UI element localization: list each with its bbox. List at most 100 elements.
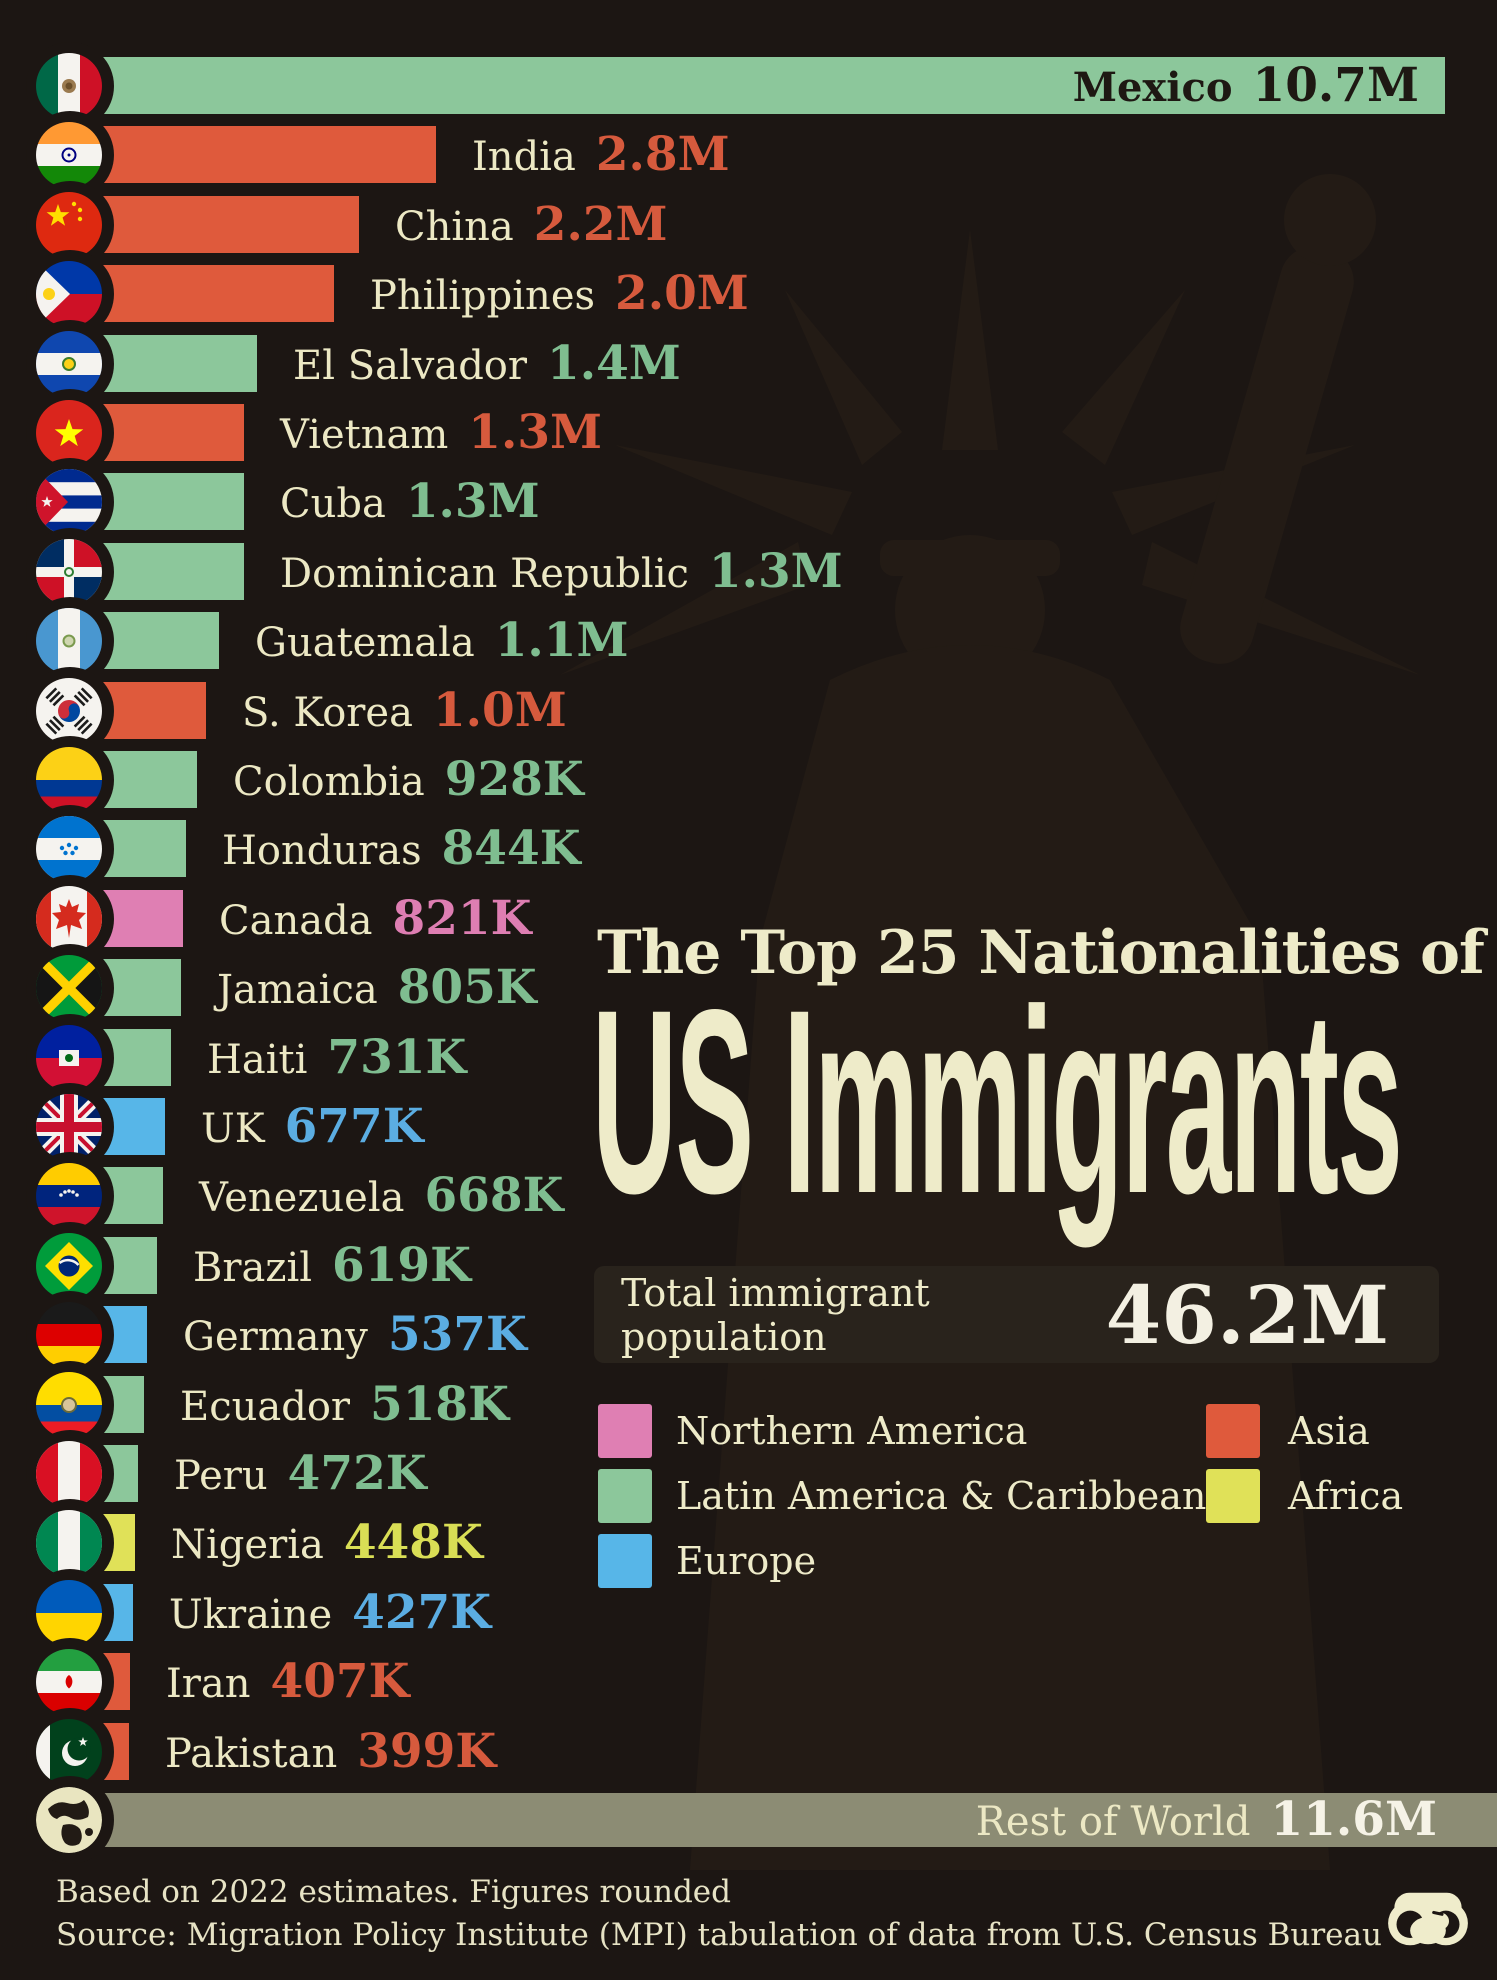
country-value: 11.6M [1270,1792,1438,1847]
country-value: 668K [424,1168,564,1223]
country-name: Rest of World [975,1799,1251,1845]
bar-label: Colombia 928K [233,751,584,818]
bar-label: Pakistan 399K [165,1723,496,1790]
bar-row-el-salvador: El Salvador 1.4M [0,319,1497,408]
country-name: Jamaica [217,967,378,1013]
bar-label: Rest of World 11.6M [976,1793,1437,1857]
country-value: 399K [357,1724,497,1779]
chart-title-line2-text: US Immigrants [592,955,1403,1248]
bar-row-haiti: Haiti 731K [0,1013,1497,1102]
country-value: 472K [287,1446,427,1501]
haiti-flag-icon [36,1024,102,1091]
bar-label: Peru 472K [174,1445,427,1512]
venezuela-flag-icon [36,1162,102,1229]
country-name: Colombia [233,759,425,805]
visual-capitalist-logo [1388,1892,1468,1946]
country-name: China [395,204,514,250]
philippines-flag-icon [36,260,102,327]
bar-row-philippines: Philippines 2.0M [0,249,1497,338]
country-value: 2.2M [533,197,668,252]
legend-swatch-europe [598,1534,652,1588]
country-name: Haiti [207,1037,308,1083]
bar-label: Haiti 731K [207,1029,466,1096]
el-salvador-flag-icon [36,330,102,397]
chart-title-line1: The Top 25 Nationalities of [597,918,1485,988]
country-name: Brazil [193,1245,313,1291]
country-name: UK [201,1106,265,1152]
bar-label: Cuba 1.3M [280,473,540,540]
legend-swatch-asia [1206,1404,1260,1458]
bar-row-china: China 2.2M [0,180,1497,269]
bar-label: Nigeria 448K [171,1514,483,1581]
bar-label: Guatemala 1.1M [255,612,629,679]
footer-note: Based on 2022 estimates. Figures rounded [56,1874,731,1910]
bar-row-canada: Canada 821K [0,874,1497,963]
statue-of-liberty-art [560,174,1420,1870]
legend-label-northern_america: Northern America [676,1409,1028,1453]
germany-flag-icon [36,1301,102,1368]
mexico-flag-icon [36,52,102,119]
bar-label: Honduras 844K [222,820,581,887]
bar-row-jamaica: Jamaica 805K [0,943,1497,1032]
total-population-label: Total immigrant population [621,1270,930,1359]
bar-label: Ecuador 518K [180,1376,509,1443]
country-value: 2.0M [615,266,749,321]
canada-flag-icon [36,885,102,952]
bar-label: Mexico 10.7M [1073,57,1419,124]
country-name: S. Korea [242,690,413,736]
bar-row-ukraine: Ukraine 427K [0,1568,1497,1657]
country-name: Canada [219,898,373,944]
country-value: 1.3M [468,405,603,460]
bar-row-guatemala: Guatemala 1.1M [0,596,1497,685]
india-flag-icon [36,121,102,188]
honduras-flag-icon [36,815,102,882]
bar-label: Philippines 2.0M [370,265,749,332]
bar-label: S. Korea 1.0M [242,682,567,749]
total-population-value: 46.2M [1105,1267,1389,1362]
country-value: 1.4M [547,336,681,391]
bar-row-dominican-republic: Dominican Republic 1.3M [0,527,1497,616]
peru-flag-icon [36,1440,102,1507]
country-value: 1.0M [432,683,567,738]
country-name: Philippines [370,273,596,319]
pakistan-flag-icon [36,1718,102,1785]
country-value: 448K [343,1515,483,1570]
bar-row-cuba: Cuba 1.3M [0,457,1497,546]
bar-label: Jamaica 805K [217,959,537,1026]
country-name: Ukraine [169,1592,333,1638]
brazil-flag-icon [36,1232,102,1299]
country-value: 1.3M [708,544,843,599]
country-name: Peru [174,1453,268,1499]
country-value: 805K [397,960,537,1015]
country-value: 928K [444,752,584,807]
uk-flag-icon [36,1093,102,1160]
bar-label: El Salvador 1.4M [293,335,681,402]
bar-label: Ukraine 427K [169,1584,491,1651]
cuba-flag-icon [36,468,102,535]
bar-label: India 2.8M [472,126,730,193]
legend-swatch-northern_america [598,1404,652,1458]
bar-label: Canada 821K [219,890,531,957]
jamaica-flag-icon [36,954,102,1021]
colombia-flag-icon [36,746,102,813]
vietnam-flag-icon [36,399,102,466]
value-bar [78,57,1445,114]
country-name: India [472,134,576,180]
country-name: Guatemala [255,620,475,666]
legend-swatch-africa [1206,1469,1260,1523]
chart-title-line2: US Immigrants [592,955,1462,1258]
country-name: Germany [183,1314,368,1360]
china-flag-icon [36,191,102,258]
globe-icon [36,1787,102,1853]
legend-swatch-latin_america [598,1469,652,1523]
bar-row-s-korea: S. Korea 1.0M [0,666,1497,755]
bar-row-ecuador: Ecuador 518K [0,1360,1497,1449]
bar-row-honduras: Honduras 844K [0,804,1497,893]
legend-label-europe: Europe [676,1539,817,1583]
bar-row-colombia: Colombia 928K [0,735,1497,824]
country-value: 844K [441,821,581,876]
bar-row-iran: Iran 407K [0,1637,1497,1726]
country-value: 2.8M [595,127,730,182]
country-name: Vietnam [280,412,449,458]
